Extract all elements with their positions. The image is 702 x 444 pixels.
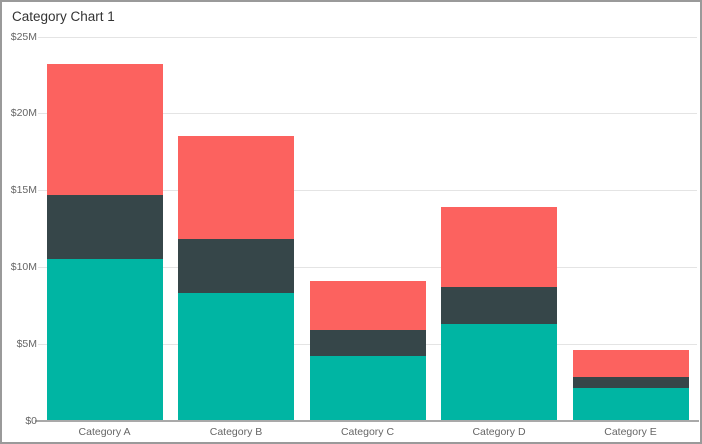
x-tick-label-category-a: Category A [78, 426, 131, 438]
bar-segment-category-e-series-2-middle[interactable] [572, 376, 689, 389]
bar-segment-category-c-series-3-top[interactable] [309, 280, 426, 330]
x-axis-line [35, 419, 699, 422]
bar-segment-category-a-series-2-middle[interactable] [46, 194, 163, 260]
chart-title: Category Chart 1 [12, 9, 115, 24]
y-tick-label: $0 [25, 414, 37, 427]
x-tick-label-category-b: Category B [209, 426, 263, 438]
gridline-$10M [38, 266, 697, 268]
y-tick-label: $20M [10, 107, 37, 120]
bar-segment-category-c-series-1-bottom[interactable] [309, 355, 426, 421]
x-tick-label-category-e: Category E [604, 426, 657, 438]
bar-segment-category-e-series-3-top[interactable] [572, 349, 689, 377]
bar-segment-category-d-series-1-bottom[interactable] [441, 323, 557, 421]
gridline-$25M [38, 36, 697, 38]
bar-segment-category-d-series-3-top[interactable] [441, 206, 557, 287]
bar-segment-category-e-series-1-bottom[interactable] [572, 388, 689, 421]
y-tick-label: $5M [16, 337, 37, 350]
gridline-$20M [38, 113, 697, 115]
y-tick-label: $25M [10, 30, 37, 43]
bar-segment-category-c-series-2-middle[interactable] [309, 329, 426, 356]
bar-segment-category-a-series-1-bottom[interactable] [46, 259, 163, 421]
y-tick-label: $10M [10, 260, 37, 273]
bar-segment-category-d-series-2-middle[interactable] [441, 286, 557, 324]
bar-segment-category-b-series-2-middle[interactable] [178, 239, 294, 293]
x-tick-label-category-d: Category D [472, 426, 526, 438]
bar-segment-category-a-series-3-top[interactable] [46, 64, 163, 195]
gridline-$15M [38, 190, 697, 192]
y-tick-label: $15M [10, 184, 37, 197]
bar-segment-category-b-series-1-bottom[interactable] [178, 293, 294, 421]
x-tick-label-category-c: Category C [340, 426, 395, 438]
bar-segment-category-b-series-3-top[interactable] [178, 136, 294, 240]
